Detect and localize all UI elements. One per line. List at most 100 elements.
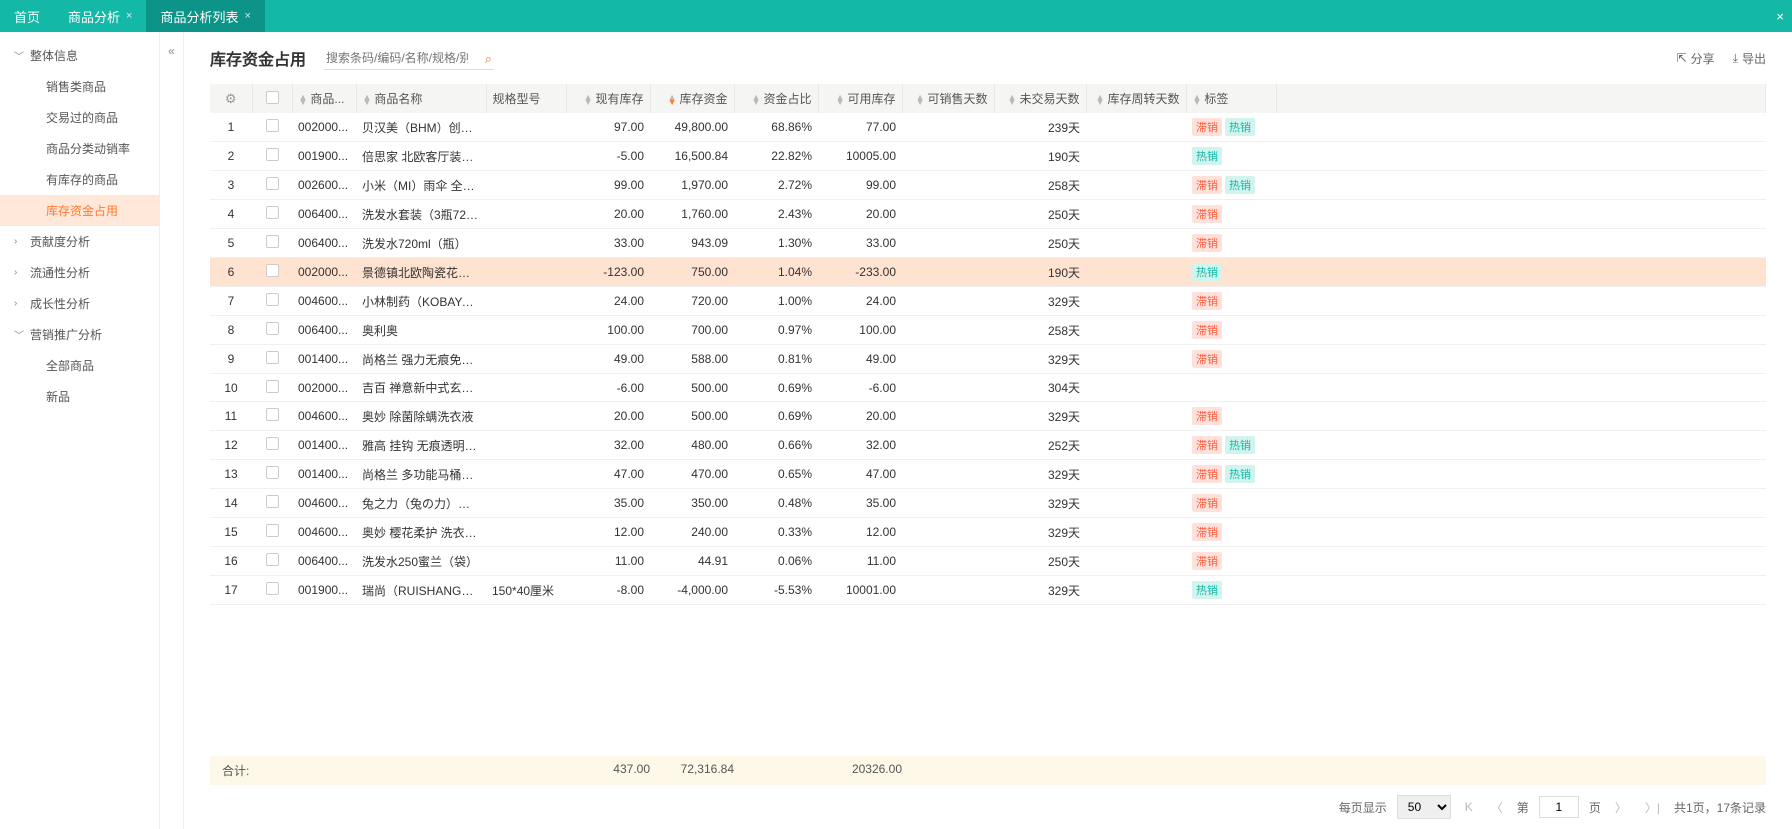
- sort-icon[interactable]: ▲▼: [1096, 95, 1105, 105]
- row-checkbox[interactable]: [266, 206, 279, 219]
- table-row[interactable]: 10002000...吉百 禅意新中式玄关摆件客-6.00500.000.69%…: [210, 374, 1766, 402]
- table-row[interactable]: 17001900...瑞尚（RUISHANG） 卧室150*40厘米-8.00-…: [210, 576, 1766, 605]
- table-row[interactable]: 16006400...洗发水250蜜兰（袋）11.0044.910.06%11.…: [210, 547, 1766, 576]
- tab[interactable]: 商品分析列表 ×: [146, 0, 264, 32]
- sidebar-group[interactable]: ›流通性分析: [0, 257, 159, 288]
- column-header[interactable]: ▲▼可销售天数: [902, 84, 994, 113]
- sort-icon[interactable]: ▲▼: [916, 95, 925, 105]
- row-checkbox[interactable]: [266, 351, 279, 364]
- tab[interactable]: 商品分析×: [54, 0, 146, 32]
- sidebar-item[interactable]: 全部商品: [0, 350, 159, 381]
- sort-icon[interactable]: ▲▼: [1193, 95, 1202, 105]
- table-row[interactable]: 14004600...兔之力（兔の力）粘毛器粘35.00350.000.48%3…: [210, 489, 1766, 518]
- per-page-select[interactable]: 50: [1397, 795, 1451, 819]
- row-checkbox[interactable]: [266, 380, 279, 393]
- column-header[interactable]: ▲▼现有库存: [566, 84, 650, 113]
- search-icon[interactable]: ⌕: [485, 51, 492, 67]
- row-checkbox[interactable]: [266, 322, 279, 335]
- sidebar-item[interactable]: 交易过的商品: [0, 102, 159, 133]
- column-header[interactable]: ▲▼商品...: [292, 84, 356, 113]
- row-checkbox[interactable]: [266, 495, 279, 508]
- sort-icon[interactable]: ▲▼: [584, 95, 593, 105]
- row-checkbox[interactable]: [266, 148, 279, 161]
- column-header[interactable]: ▲▼商品名称: [356, 84, 486, 113]
- close-icon[interactable]: ×: [126, 10, 132, 22]
- gear-icon[interactable]: ⚙: [225, 91, 237, 106]
- table-row[interactable]: 1002000...贝汉美（BHM）创意北欧97.0049,800.0068.8…: [210, 113, 1766, 142]
- next-page-button[interactable]: 〉: [1611, 799, 1631, 816]
- sort-icon[interactable]: ▲▼: [752, 95, 761, 105]
- sidebar-item[interactable]: 销售类商品: [0, 71, 159, 102]
- column-header[interactable]: ▲▼可用库存: [818, 84, 902, 113]
- table-row[interactable]: 5006400...洗发水720ml（瓶）33.00943.091.30%33.…: [210, 229, 1766, 258]
- column-header[interactable]: ▲▼标签: [1186, 84, 1276, 113]
- sidebar-item[interactable]: 新品: [0, 381, 159, 412]
- export-button[interactable]: ⤓ 导出: [1733, 50, 1766, 67]
- table-row[interactable]: 11004600...奥妙 除菌除螨洗衣液20.00500.000.69%20.…: [210, 402, 1766, 431]
- column-header[interactable]: ▲▼库存周转天数: [1086, 84, 1186, 113]
- table-row[interactable]: 15004600...奥妙 樱花柔护 洗衣凝珠 1012.00240.000.3…: [210, 518, 1766, 547]
- column-header[interactable]: ▲▼库存资金: [650, 84, 734, 113]
- cell: [252, 460, 292, 489]
- cell: [902, 374, 994, 402]
- tab[interactable]: 首页: [0, 0, 54, 32]
- row-checkbox[interactable]: [266, 264, 279, 277]
- sidebar-item[interactable]: 商品分类动销率: [0, 133, 159, 164]
- sidebar-group[interactable]: ›成长性分析: [0, 288, 159, 319]
- sidebar-group[interactable]: ﹀营销推广分析: [0, 319, 159, 350]
- cell: [1086, 431, 1186, 460]
- select-all-checkbox[interactable]: [266, 91, 279, 104]
- sort-icon[interactable]: ▲▼: [1008, 95, 1017, 105]
- first-page-button[interactable]: K: [1461, 800, 1477, 814]
- tag: 滞销: [1192, 523, 1222, 541]
- cell: 奥妙 樱花柔护 洗衣凝珠 10: [356, 518, 486, 547]
- row-checkbox[interactable]: [266, 293, 279, 306]
- row-checkbox[interactable]: [266, 466, 279, 479]
- row-checkbox[interactable]: [266, 235, 279, 248]
- column-label: 未交易天数: [1019, 92, 1079, 106]
- cell: 小林制药（KOBAYASHI）E: [356, 287, 486, 316]
- table-row[interactable]: 3002600...小米（MI）雨伞 全自动折99.001,970.002.72…: [210, 171, 1766, 200]
- table-row[interactable]: 13001400...尚格兰 多功能马桶刷套装 带47.00470.000.65…: [210, 460, 1766, 489]
- cell: 0.69%: [734, 374, 818, 402]
- row-checkbox[interactable]: [266, 437, 279, 450]
- table-row[interactable]: 6002000...景德镇北欧陶瓷花瓶摆件 仿-123.00750.001.04…: [210, 258, 1766, 287]
- row-checkbox[interactable]: [266, 553, 279, 566]
- prev-page-button[interactable]: 〈: [1487, 799, 1507, 816]
- row-checkbox[interactable]: [266, 524, 279, 537]
- table-row[interactable]: 7004600...小林制药（KOBAYASHI）E24.00720.001.0…: [210, 287, 1766, 316]
- tab-label: 商品分析列表: [160, 7, 238, 26]
- row-checkbox[interactable]: [266, 119, 279, 132]
- search-input[interactable]: [324, 47, 494, 70]
- last-page-button[interactable]: 〉|: [1641, 799, 1664, 816]
- row-checkbox[interactable]: [266, 408, 279, 421]
- collapse-sidebar-button[interactable]: «: [160, 32, 184, 829]
- sidebar-item[interactable]: 有库存的商品: [0, 164, 159, 195]
- sort-icon[interactable]: ▲▼: [668, 95, 677, 105]
- column-label: 库存周转天数: [1107, 92, 1179, 106]
- totals-cell: [298, 762, 362, 779]
- sidebar-group[interactable]: ﹀整体信息: [0, 40, 159, 71]
- table-row[interactable]: 4006400...洗发水套装（3瓶720ml+120.001,760.002.…: [210, 200, 1766, 229]
- table-row[interactable]: 8006400...奥利奥100.00700.000.97%100.00258天…: [210, 316, 1766, 345]
- cell: [486, 345, 566, 374]
- row-checkbox[interactable]: [266, 177, 279, 190]
- sort-icon[interactable]: ▲▼: [836, 95, 845, 105]
- share-button[interactable]: ⇱ 分享: [1677, 50, 1715, 67]
- page-input[interactable]: [1539, 796, 1579, 818]
- close-all-tabs-icon[interactable]: ×: [1776, 0, 1784, 32]
- sidebar-item[interactable]: 库存资金占用: [0, 195, 159, 226]
- row-checkbox[interactable]: [266, 582, 279, 595]
- cell: [902, 431, 994, 460]
- table-row[interactable]: 9001400...尚格兰 强力无痕免打孔浴室49.00588.000.81%4…: [210, 345, 1766, 374]
- table-row[interactable]: 2001900...倍思家 北欧客厅装饰画卧室-5.0016,500.8422.…: [210, 142, 1766, 171]
- column-header[interactable]: ▲▼资金占比: [734, 84, 818, 113]
- sidebar-group[interactable]: ›贡献度分析: [0, 226, 159, 257]
- cell: 006400...: [292, 229, 356, 258]
- table-row[interactable]: 12001400...雅高 挂钩 无痕透明粘钩 强32.00480.000.66…: [210, 431, 1766, 460]
- sort-icon[interactable]: ▲▼: [363, 95, 372, 105]
- column-header[interactable]: ▲▼未交易天数: [994, 84, 1086, 113]
- close-icon[interactable]: ×: [244, 10, 250, 22]
- sort-icon[interactable]: ▲▼: [299, 95, 308, 105]
- cell: 33.00: [818, 229, 902, 258]
